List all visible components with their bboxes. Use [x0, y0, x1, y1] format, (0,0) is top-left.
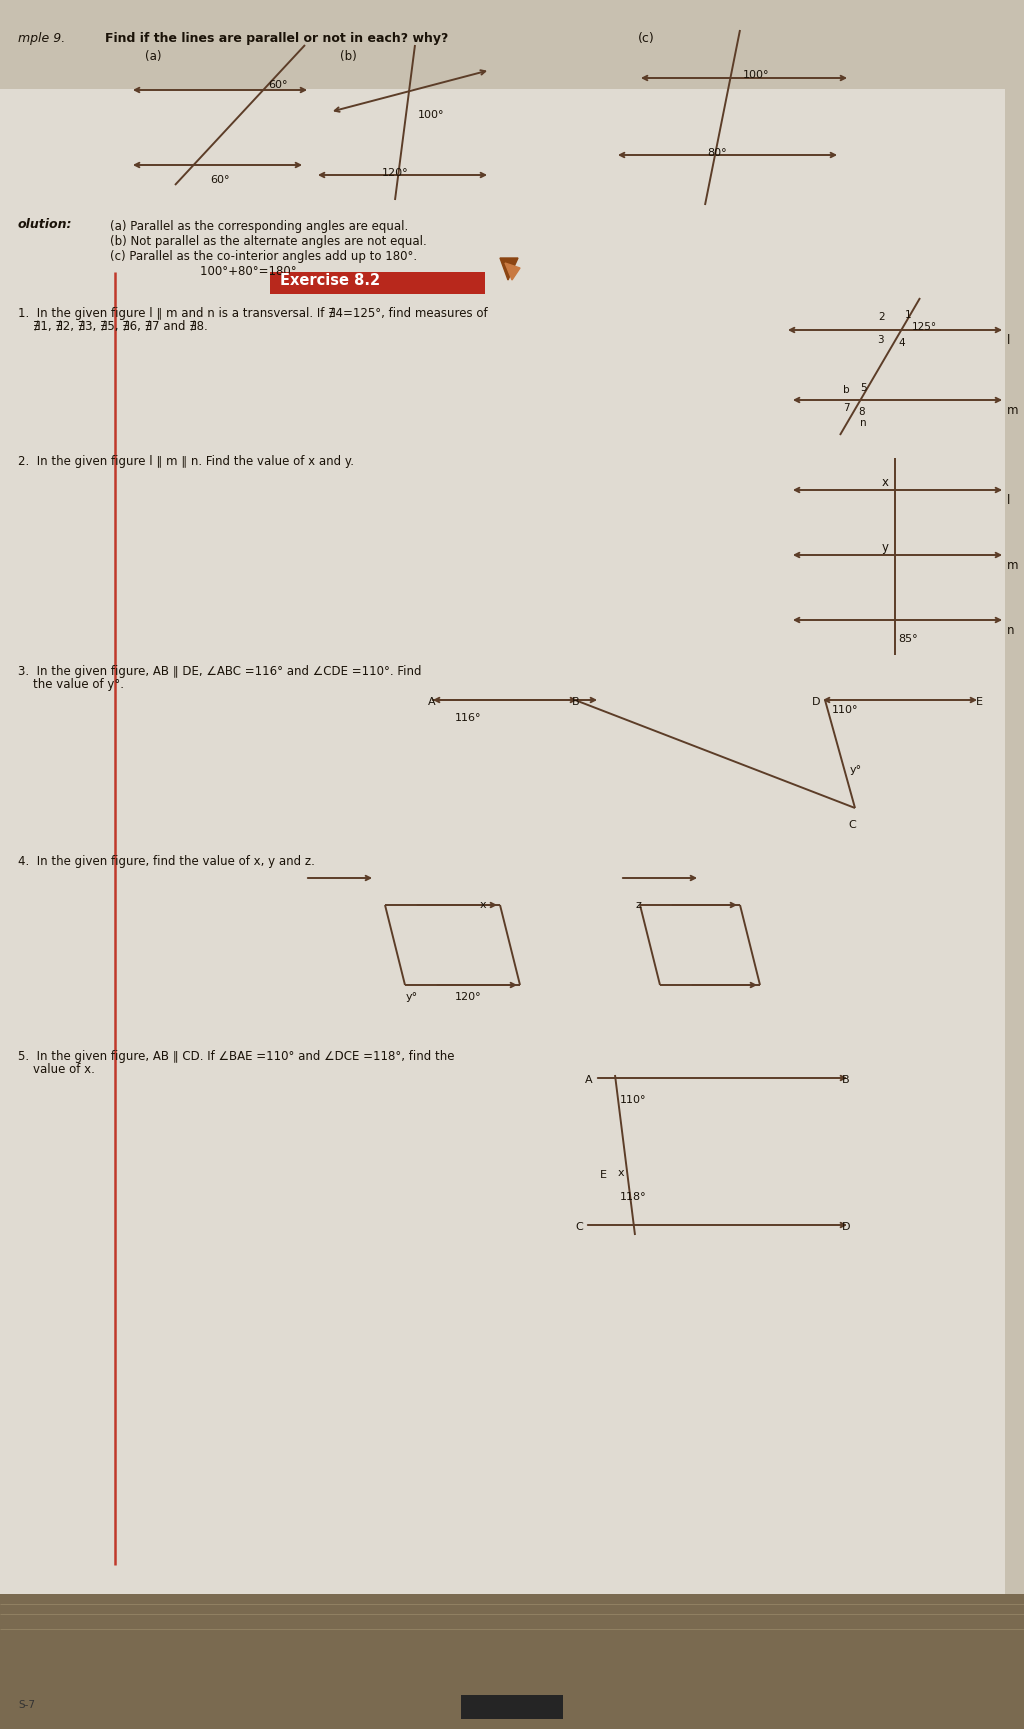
Text: 110°: 110°: [831, 705, 858, 716]
Text: 5: 5: [860, 384, 866, 392]
Text: 3.  In the given figure, AB ∥ DE, ∠ABC =116° and ∠CDE =110°. Find: 3. In the given figure, AB ∥ DE, ∠ABC =1…: [18, 666, 422, 678]
Text: D: D: [842, 1222, 851, 1233]
Text: 80°: 80°: [707, 149, 727, 157]
Text: 125°: 125°: [912, 322, 937, 332]
Text: 3: 3: [877, 335, 884, 346]
Text: 100°: 100°: [743, 69, 769, 80]
Text: 4.  In the given figure, find the value of x, y and z.: 4. In the given figure, find the value o…: [18, 856, 314, 868]
Text: Exercise 8.2: Exercise 8.2: [280, 273, 380, 289]
Text: 60°: 60°: [268, 80, 288, 90]
Text: b: b: [843, 386, 850, 394]
Text: 116°: 116°: [455, 712, 481, 723]
Text: C: C: [848, 820, 856, 830]
Text: x: x: [882, 475, 889, 489]
Text: mple 9.: mple 9.: [18, 33, 66, 45]
FancyBboxPatch shape: [0, 1594, 1024, 1729]
FancyBboxPatch shape: [0, 88, 1005, 1599]
Text: (c) Parallel as the co-interior angles add up to 180°.: (c) Parallel as the co-interior angles a…: [110, 251, 417, 263]
Text: ∄1, ∄2, ∄3, ∄5, ∄6, ∄7 and ∄8.: ∄1, ∄2, ∄3, ∄5, ∄6, ∄7 and ∄8.: [18, 320, 208, 334]
Text: y°: y°: [850, 764, 862, 775]
Text: (b) Not parallel as the alternate angles are not equal.: (b) Not parallel as the alternate angles…: [110, 235, 427, 247]
Text: z: z: [635, 901, 641, 909]
Text: n: n: [860, 418, 866, 429]
Text: A: A: [585, 1075, 593, 1086]
Text: B: B: [842, 1075, 850, 1086]
Text: x: x: [480, 901, 486, 909]
Text: 4: 4: [898, 337, 904, 348]
Text: 2.  In the given figure l ∥ m ∥ n. Find the value of x and y.: 2. In the given figure l ∥ m ∥ n. Find t…: [18, 455, 354, 469]
Text: 85°: 85°: [898, 635, 918, 643]
FancyBboxPatch shape: [461, 1694, 563, 1719]
Text: n: n: [1007, 624, 1015, 636]
Text: l: l: [1007, 494, 1011, 507]
Text: value of x.: value of x.: [18, 1063, 95, 1075]
Text: y°: y°: [406, 992, 418, 1003]
Text: the value of y°.: the value of y°.: [18, 678, 124, 692]
Text: 120°: 120°: [455, 992, 481, 1003]
Text: m: m: [1007, 558, 1019, 572]
Text: 5.  In the given figure, AB ∥ CD. If ∠BAE =110° and ∠DCE =118°, find the: 5. In the given figure, AB ∥ CD. If ∠BAE…: [18, 1050, 455, 1063]
Text: (c): (c): [638, 33, 654, 45]
Text: Find if the lines are parallel or not in each? why?: Find if the lines are parallel or not in…: [105, 33, 449, 45]
Text: E: E: [600, 1171, 607, 1179]
Polygon shape: [500, 258, 518, 280]
Text: l: l: [1007, 334, 1011, 348]
Text: 120°: 120°: [382, 168, 409, 178]
Text: 118°: 118°: [620, 1191, 646, 1202]
Text: 1: 1: [905, 309, 911, 320]
Text: D: D: [812, 697, 820, 707]
Text: olution:: olution:: [18, 218, 73, 232]
Text: 110°: 110°: [620, 1094, 646, 1105]
Text: y: y: [882, 541, 889, 553]
Text: m: m: [1007, 405, 1019, 417]
Text: x: x: [618, 1169, 625, 1177]
Polygon shape: [505, 263, 520, 280]
Text: 1.  In the given figure l ∥ m and n is a transversal. If ∄4=125°, find measures : 1. In the given figure l ∥ m and n is a …: [18, 308, 487, 320]
Text: 88: 88: [502, 1703, 522, 1717]
Text: 8: 8: [858, 406, 864, 417]
Text: 7: 7: [843, 403, 850, 413]
Text: (a) Parallel as the corresponding angles are equal.: (a) Parallel as the corresponding angles…: [110, 220, 409, 233]
Text: 100°+80°=180°: 100°+80°=180°: [110, 265, 297, 278]
Text: 60°: 60°: [210, 175, 229, 185]
Text: B: B: [572, 697, 580, 707]
Text: S-7: S-7: [18, 1700, 35, 1710]
Text: (a): (a): [145, 50, 162, 62]
Text: E: E: [976, 697, 983, 707]
Text: 2: 2: [878, 311, 885, 322]
FancyBboxPatch shape: [270, 271, 485, 294]
Text: (b): (b): [340, 50, 356, 62]
Text: 100°: 100°: [418, 111, 444, 119]
Text: A: A: [428, 697, 435, 707]
Text: C: C: [575, 1222, 583, 1233]
